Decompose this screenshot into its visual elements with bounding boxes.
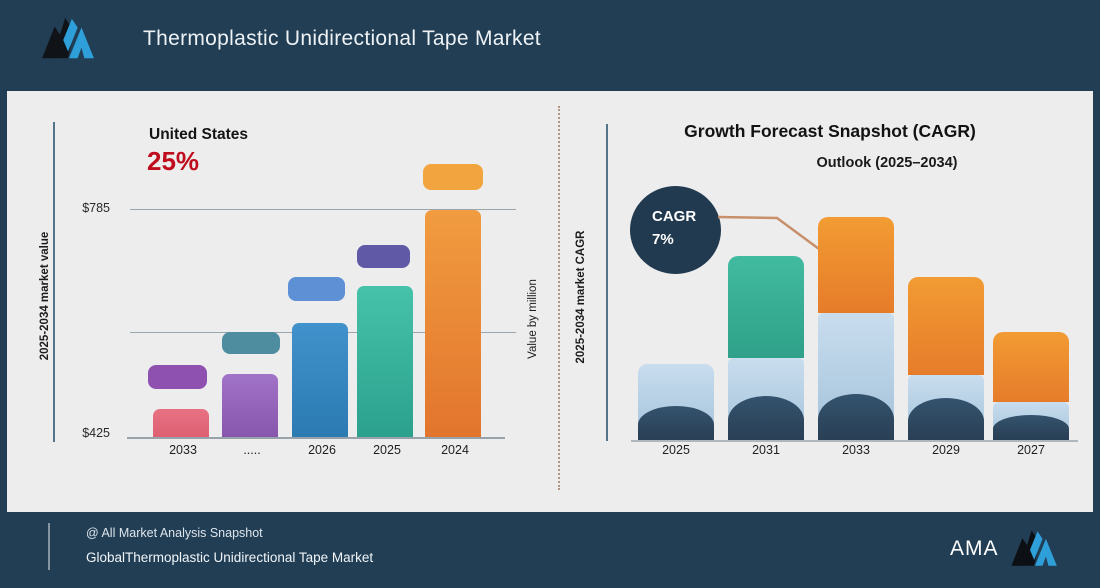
footer-source: GlobalThermoplastic Unidirectional Tape … — [86, 550, 374, 565]
segment-teal — [728, 256, 804, 358]
left-bar-2033 — [153, 409, 209, 437]
left-bar-2024 — [425, 210, 481, 437]
callout-line — [717, 215, 820, 251]
left-bar-cap-..... — [222, 332, 280, 354]
segment-navy — [638, 406, 714, 440]
left-right-axis-label: Value by million — [527, 279, 539, 359]
segment-navy — [728, 396, 804, 440]
right-bar-2031 — [728, 256, 804, 440]
ama-logo-icon — [42, 17, 94, 59]
right-x-label: 2025 — [662, 443, 690, 457]
left-bar-..... — [222, 374, 278, 437]
segment-orange — [908, 277, 984, 375]
footer-brand-text: AMA — [950, 537, 999, 560]
left-x-label: 2033 — [169, 443, 197, 457]
right-bar-2029 — [908, 277, 984, 440]
left-x-label: 2025 — [373, 443, 401, 457]
left-y-axis — [53, 122, 55, 442]
right-chart-title: Growth Forecast Snapshot (CAGR) — [684, 121, 976, 141]
left-bar-2025 — [357, 286, 413, 437]
left-bar-cap-2026 — [288, 277, 345, 301]
left-bar-cap-2025 — [357, 245, 410, 268]
segment-navy — [993, 415, 1069, 440]
left-y-axis-label: 2025-2034 market value — [39, 231, 51, 361]
footer-credit: @ All Market Analysis Snapshot — [86, 526, 263, 540]
left-chart-highlight-value: 25% — [147, 146, 200, 176]
cagr-badge: CAGR 7% — [630, 186, 721, 274]
left-bar-cap-2024 — [423, 164, 483, 190]
segment-navy — [908, 398, 984, 440]
right-x-label: 2029 — [932, 443, 960, 457]
left-x-label: 2026 — [308, 443, 336, 457]
footer-divider — [48, 523, 50, 570]
cagr-badge-value: 7% — [652, 231, 674, 248]
left-x-label: ..... — [243, 443, 261, 457]
gridline-785 — [130, 209, 516, 210]
right-x-label: 2033 — [842, 443, 870, 457]
right-bar-2033 — [818, 217, 894, 440]
right-chart-subtitle: Outlook (2025–2034) — [816, 155, 958, 171]
left-x-label: 2024 — [441, 443, 469, 457]
right-bar-2027 — [993, 332, 1069, 440]
left-x-axis — [127, 437, 505, 439]
left-bar-2026 — [292, 323, 348, 437]
right-bar-2025 — [638, 364, 714, 440]
left-ytick-top: $785 — [82, 201, 110, 215]
right-x-label: 2027 — [1017, 443, 1045, 457]
ama-logo-footer-icon — [1011, 530, 1057, 566]
cagr-badge-label: CAGR — [652, 208, 697, 225]
footer-bar: @ All Market Analysis Snapshot GlobalThe… — [0, 512, 1100, 588]
left-bar-cap-2033 — [148, 365, 207, 389]
right-x-label: 2031 — [752, 443, 780, 457]
left-chart-heading: United States — [149, 126, 249, 143]
header-bar: Thermoplastic Unidirectional Tape Market — [0, 0, 1100, 91]
segment-navy — [818, 394, 894, 440]
right-y-axis — [606, 124, 608, 441]
right-y-axis-label: 2025-2034 market CAGR — [575, 230, 587, 364]
panel-divider — [558, 106, 560, 490]
right-x-axis — [631, 440, 1078, 442]
segment-orange — [993, 332, 1069, 402]
left-ytick-bottom: $425 — [82, 426, 110, 440]
page-title: Thermoplastic Unidirectional Tape Market — [143, 27, 541, 50]
segment-orange — [818, 217, 894, 313]
